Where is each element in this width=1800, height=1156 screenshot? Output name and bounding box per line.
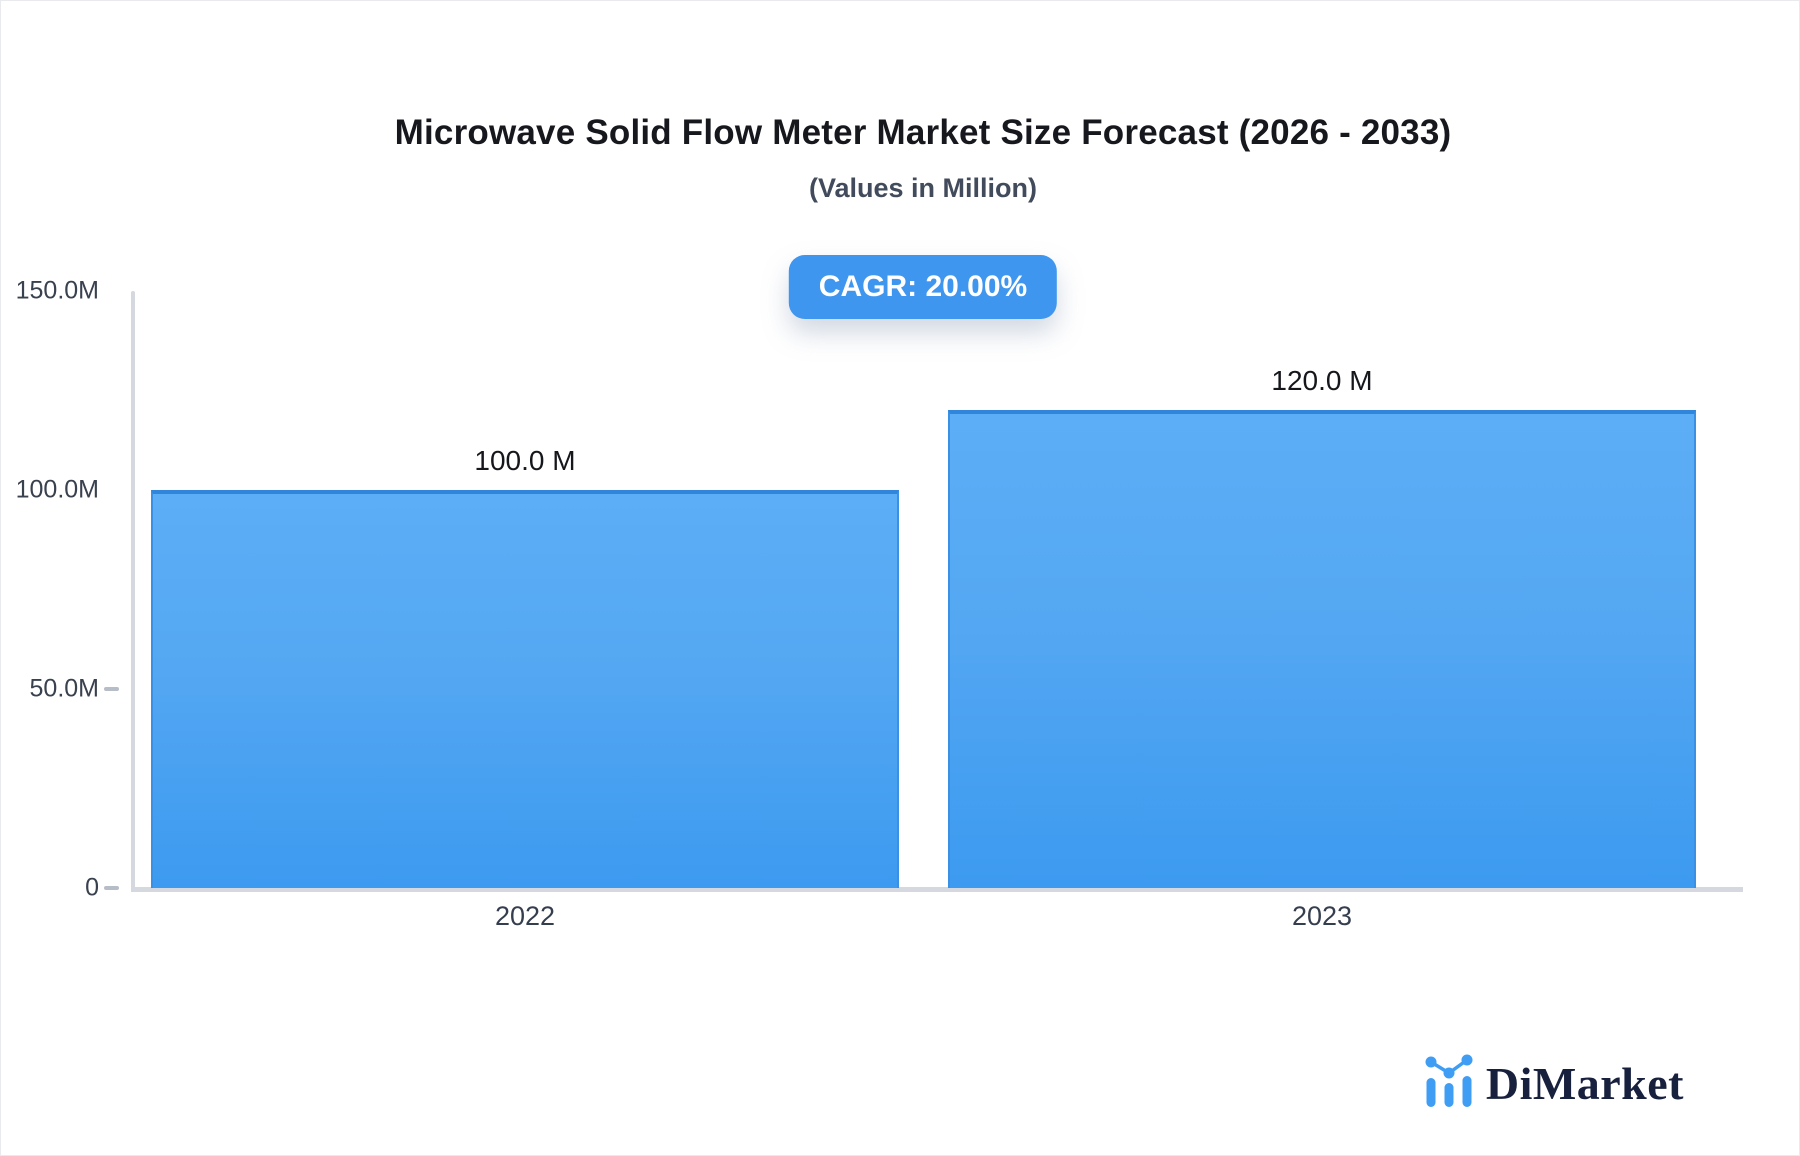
- cagr-badge: CAGR: 20.00%: [788, 255, 1058, 319]
- bar[interactable]: [151, 490, 899, 888]
- bar[interactable]: [948, 410, 1696, 888]
- bar-value-label: 100.0 M: [474, 445, 576, 476]
- y-axis-label: 100.0M: [15, 475, 99, 504]
- x-axis-label: 2022: [494, 901, 556, 931]
- bar-value-label: 120.0 M: [1271, 365, 1373, 397]
- chart-title: Microwave Solid Flow Meter Market Size F…: [394, 113, 1452, 152]
- x-axis-line: [131, 887, 1743, 892]
- dimarket-logo-icon: [1425, 1053, 1473, 1107]
- dimarket-logo-text: DiMarket: [1485, 1058, 1684, 1109]
- x-axis-label: 2023: [1291, 901, 1353, 931]
- y-axis-label: 50.0M: [29, 674, 99, 703]
- y-axis-line: [131, 291, 135, 892]
- y-axis-tick: [104, 687, 119, 691]
- dimarket-logo: DiMarket: [1425, 1053, 1684, 1107]
- chart-subtitle: (Values in Million): [808, 173, 1038, 203]
- y-axis-label: 150.0M: [15, 276, 99, 305]
- y-axis-label: 0: [85, 873, 99, 902]
- y-axis-tick: [104, 886, 119, 890]
